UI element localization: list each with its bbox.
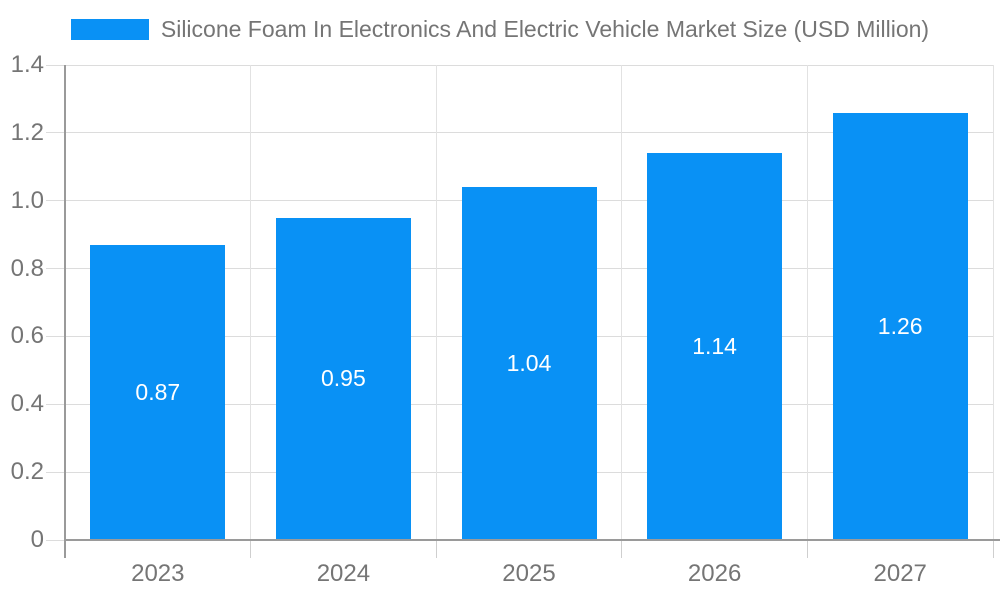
legend-swatch [70, 19, 149, 40]
y-gridline [46, 64, 993, 66]
y-axis-line [64, 65, 66, 558]
x-gridline [992, 65, 994, 540]
bar-value-label: 1.04 [506, 350, 552, 377]
y-tick-label: 1.2 [10, 118, 44, 146]
y-tick-label: 0.6 [10, 322, 44, 350]
bar[interactable]: 0.95 [275, 217, 411, 540]
bar-value-label: 1.14 [692, 333, 737, 360]
x-tick-label: 2023 [131, 560, 185, 587]
x-gridline [621, 65, 623, 540]
bar[interactable]: 1.04 [461, 187, 597, 540]
bar-value-label: 1.26 [877, 312, 923, 339]
bar-value-label: 0.95 [321, 365, 366, 392]
chart-title: Silicone Foam In Electronics And Electri… [160, 16, 930, 42]
bar[interactable]: 0.87 [90, 244, 226, 540]
x-tick [621, 540, 623, 558]
x-tick [435, 540, 437, 558]
y-tick-label: 1.4 [10, 51, 44, 78]
x-tick [992, 540, 994, 558]
x-gridline [435, 65, 437, 540]
x-tick [806, 540, 808, 558]
x-tick-label: 2026 [687, 560, 742, 587]
y-tick-label: 0.4 [10, 390, 44, 418]
bar-value-label: 0.87 [135, 378, 181, 405]
x-gridline [806, 65, 808, 540]
legend[interactable]: Silicone Foam In Electronics And Electri… [0, 16, 1000, 43]
x-tick-label: 2025 [502, 560, 556, 587]
y-tick-label: 0.2 [10, 458, 44, 486]
x-axis-line [65, 539, 1000, 541]
plot-area: 0 0.2 0.4 0.6 0.8 1.0 1.2 1.4 0.87 2023 0.95 2024 1.… [11, 51, 1000, 587]
bar[interactable]: 1.14 [647, 153, 783, 540]
y-gridline [46, 132, 993, 134]
y-tick-label: 0 [30, 526, 44, 553]
x-tick [250, 540, 252, 558]
x-tick-label: 2024 [316, 560, 371, 587]
bar[interactable]: 1.26 [832, 112, 968, 540]
x-tick-label: 2027 [873, 560, 927, 587]
x-gridline [250, 65, 252, 540]
y-tick-label: 1.0 [10, 186, 44, 214]
y-tick-label: 0.8 [10, 254, 44, 282]
